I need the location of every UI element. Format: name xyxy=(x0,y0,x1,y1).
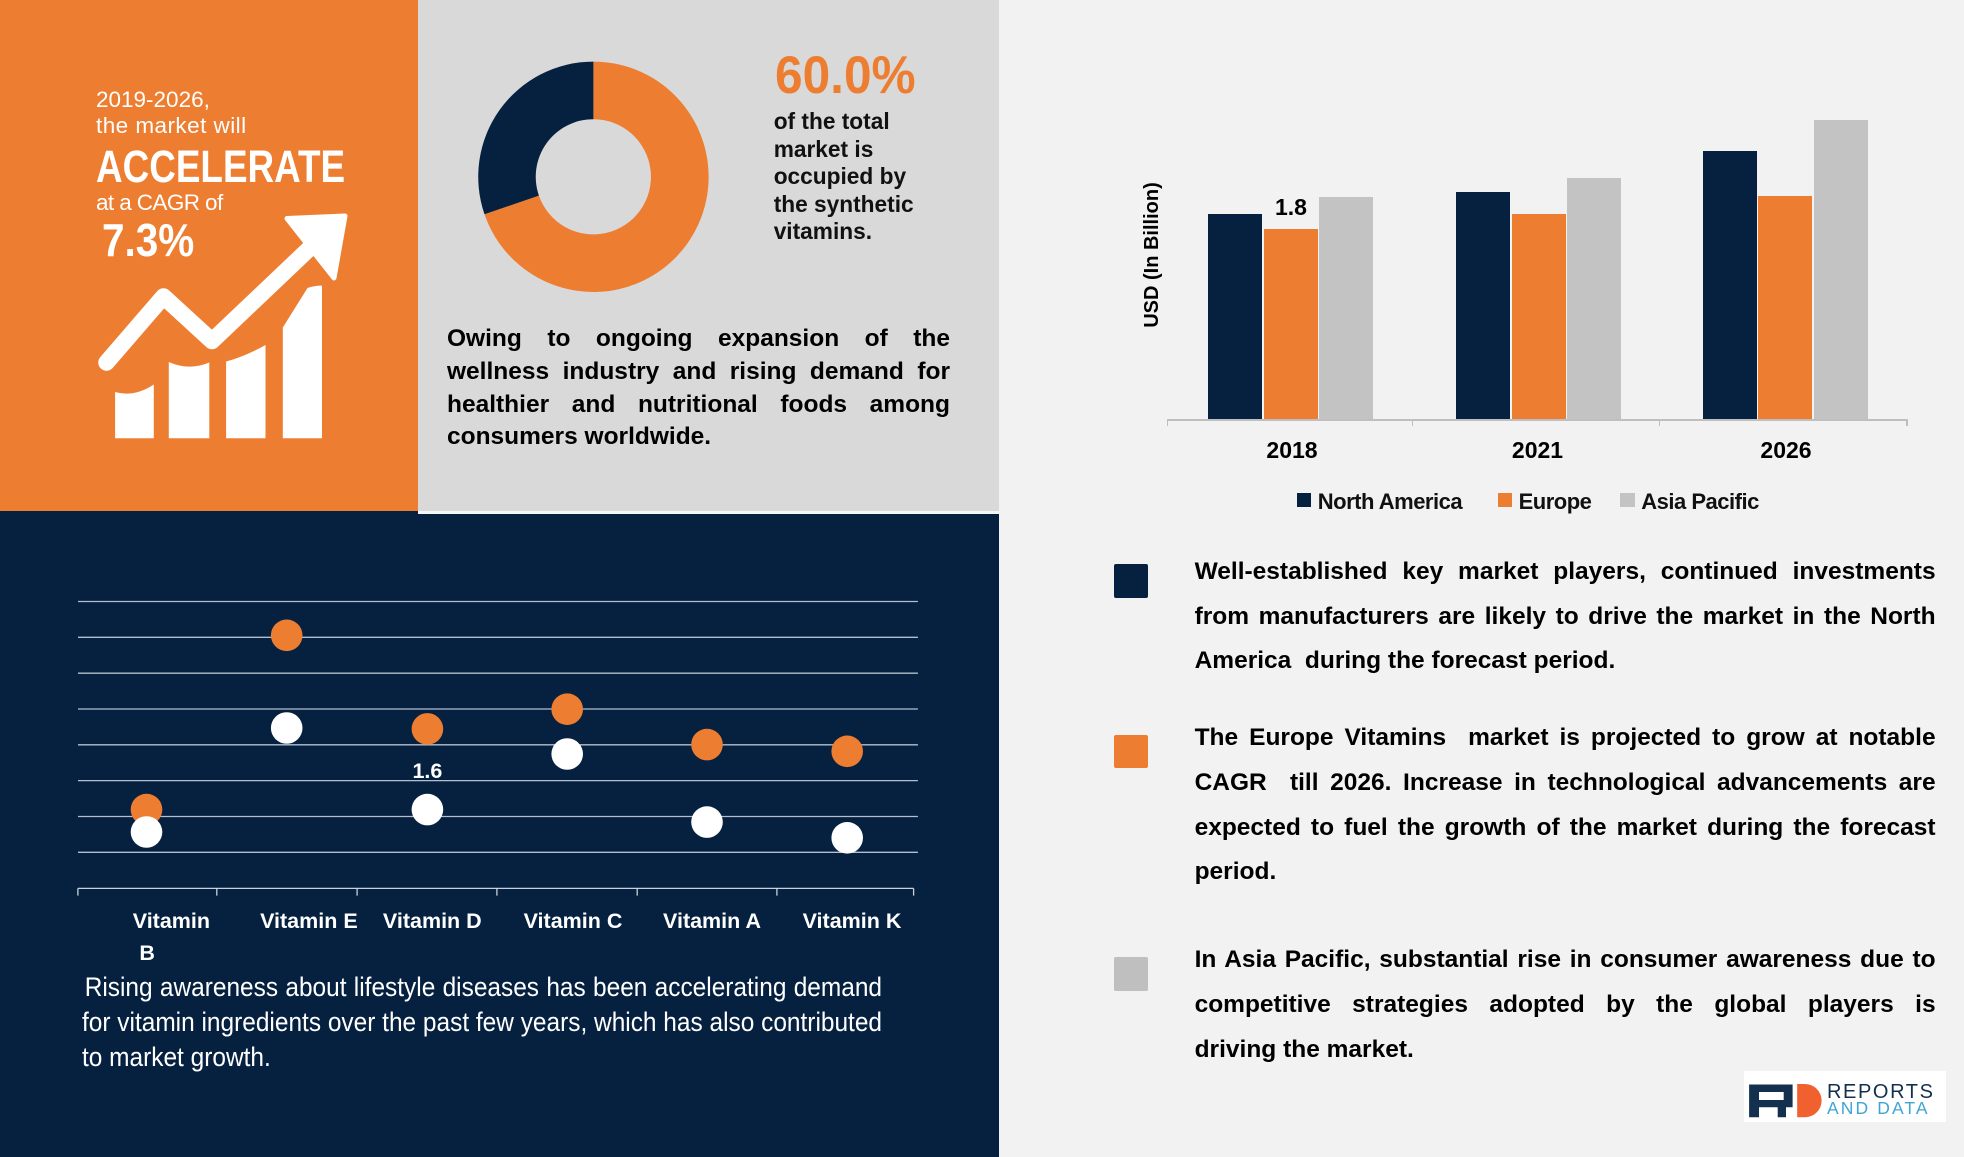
svg-text:AND DATA: AND DATA xyxy=(1827,1098,1930,1118)
svg-text:REPORTS: REPORTS xyxy=(1827,1081,1935,1103)
